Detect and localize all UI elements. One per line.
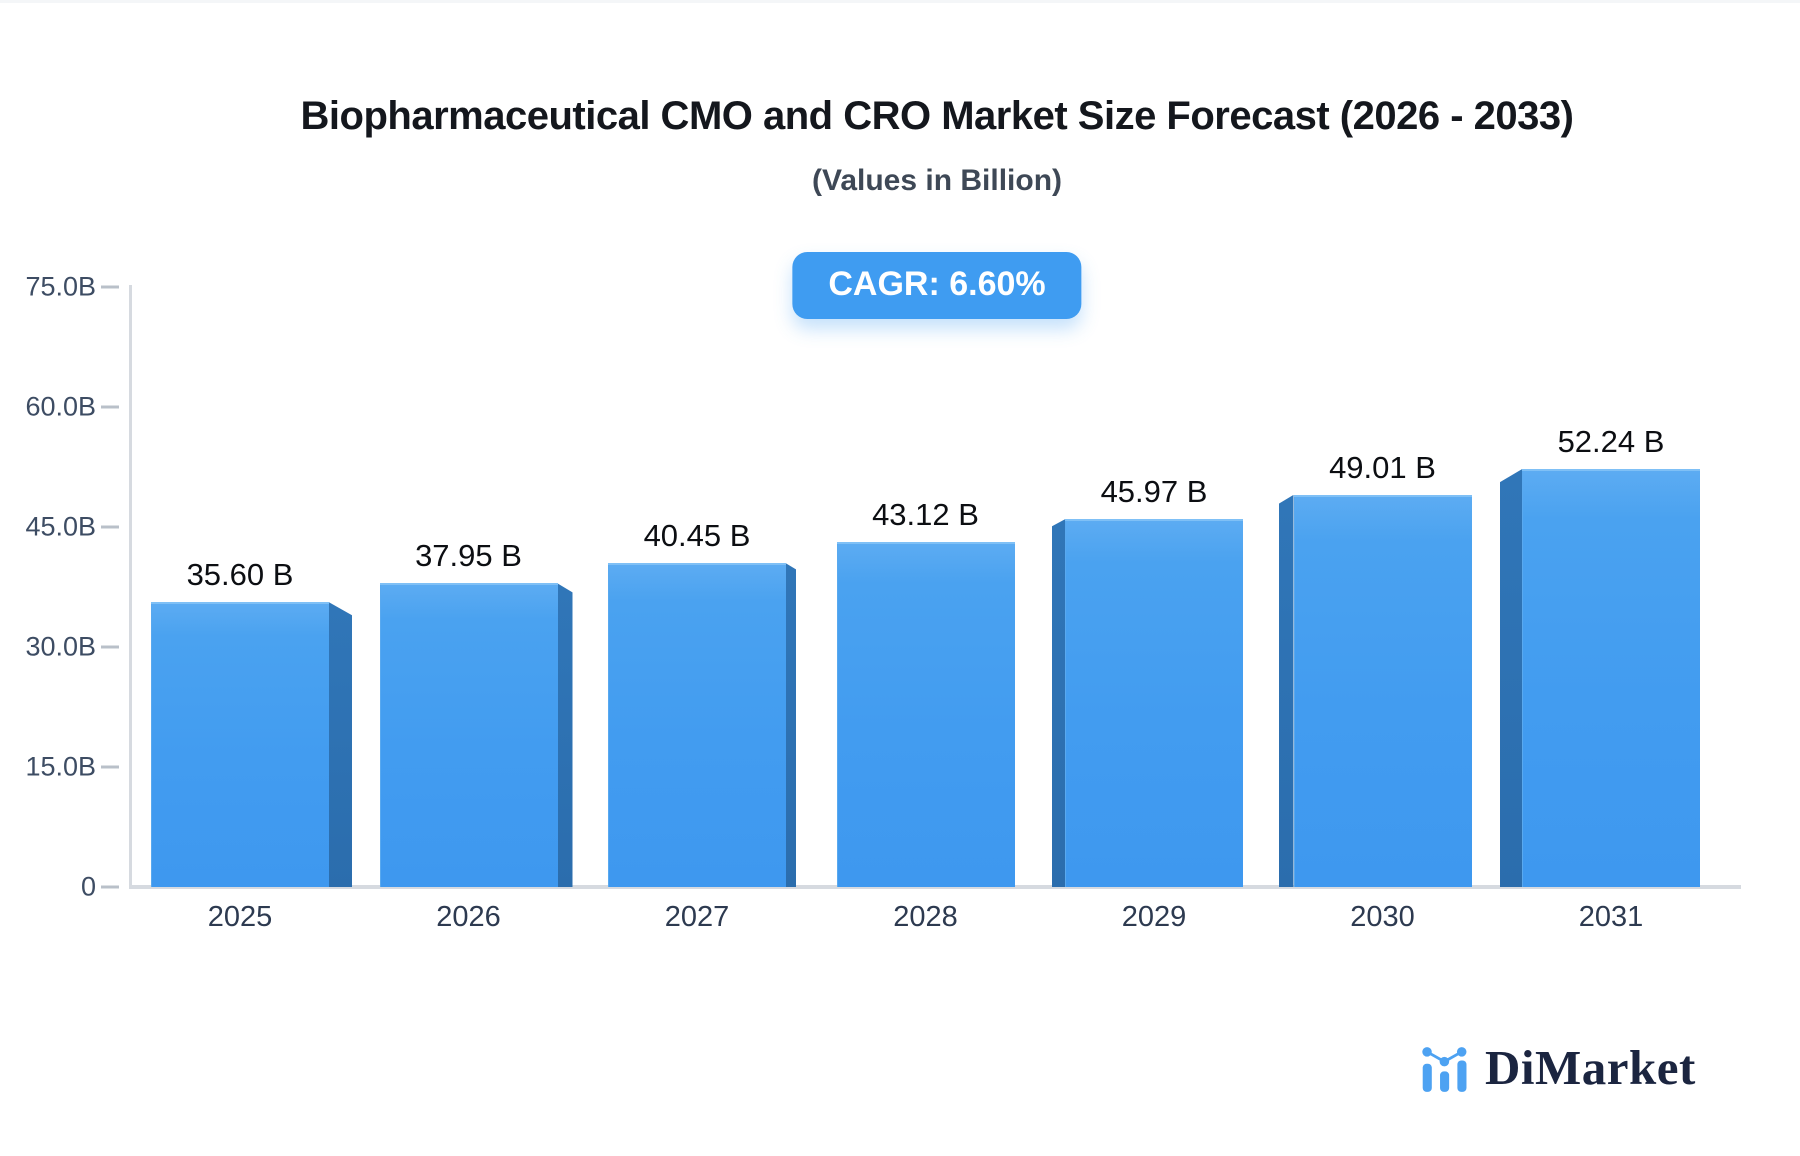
y-axis-tick-label: 75.0B [25, 271, 96, 302]
bar-line-chart-icon [1422, 1047, 1467, 1092]
bar-3d-side-2025 [329, 602, 352, 887]
bar-2028[interactable] [836, 542, 1015, 887]
y-axis-tick-label: 45.0B [25, 511, 96, 542]
chart-title: Biopharmaceutical CMO and CRO Market Siz… [300, 94, 1574, 138]
bar-value-label-2025: 35.60 B [186, 557, 294, 593]
bar-2030[interactable] [1293, 494, 1472, 887]
brand-logo[interactable]: DiMarket [1420, 1036, 1696, 1098]
x-axis-line [129, 885, 1741, 889]
y-axis-tick-label: 15.0B [25, 751, 96, 782]
y-axis-tick-mark [101, 285, 119, 289]
bar-2031[interactable] [1522, 469, 1700, 887]
bar-2025[interactable] [151, 602, 329, 887]
bar-value-label-2030: 49.01 B [1329, 449, 1436, 485]
bar-3d-side-2031 [1500, 469, 1522, 887]
bar-3d-side-2027 [786, 563, 796, 887]
brand-name: DiMarket [1485, 1039, 1696, 1095]
bar-value-label-2026: 37.95 B [415, 538, 522, 574]
x-axis-label-2026: 2026 [436, 901, 501, 933]
y-axis-tick-mark [101, 885, 119, 889]
bar-3d-side-2030 [1278, 494, 1294, 887]
window-top-border [0, 0, 1800, 3]
bar-3d-side-2029 [1052, 519, 1065, 887]
cagr-badge: CAGR: 6.60% [792, 252, 1082, 319]
bar-value-label-2027: 40.45 B [643, 518, 751, 554]
bar-2029[interactable] [1065, 519, 1243, 887]
y-axis-line [129, 285, 132, 888]
bar-2026[interactable] [379, 583, 558, 887]
y-axis-tick-label: 30.0B [25, 631, 96, 662]
y-axis-tick-label: 0 [80, 871, 96, 902]
x-axis-label-2027: 2027 [664, 901, 730, 933]
bar-value-label-2031: 52.24 B [1557, 424, 1665, 460]
y-axis-tick-mark [101, 405, 119, 409]
bar-value-label-2028: 43.12 B [872, 497, 979, 533]
x-axis-label-2030: 2030 [1350, 901, 1415, 933]
bar-2027[interactable] [608, 563, 786, 887]
y-axis-tick-mark [101, 525, 119, 529]
y-axis-tick-mark [101, 765, 119, 769]
bar-3d-side-2026 [557, 583, 573, 887]
y-axis-tick-mark [101, 645, 119, 649]
x-axis-label-2029: 2029 [1121, 901, 1187, 933]
x-axis-label-2028: 2028 [893, 901, 958, 933]
chart-subtitle: (Values in Billion) [811, 164, 1063, 197]
x-axis-label-2025: 2025 [207, 901, 273, 933]
x-axis-label-2031: 2031 [1578, 901, 1644, 933]
y-axis-tick-label: 60.0B [25, 391, 96, 422]
bar-value-label-2029: 45.97 B [1100, 474, 1208, 510]
